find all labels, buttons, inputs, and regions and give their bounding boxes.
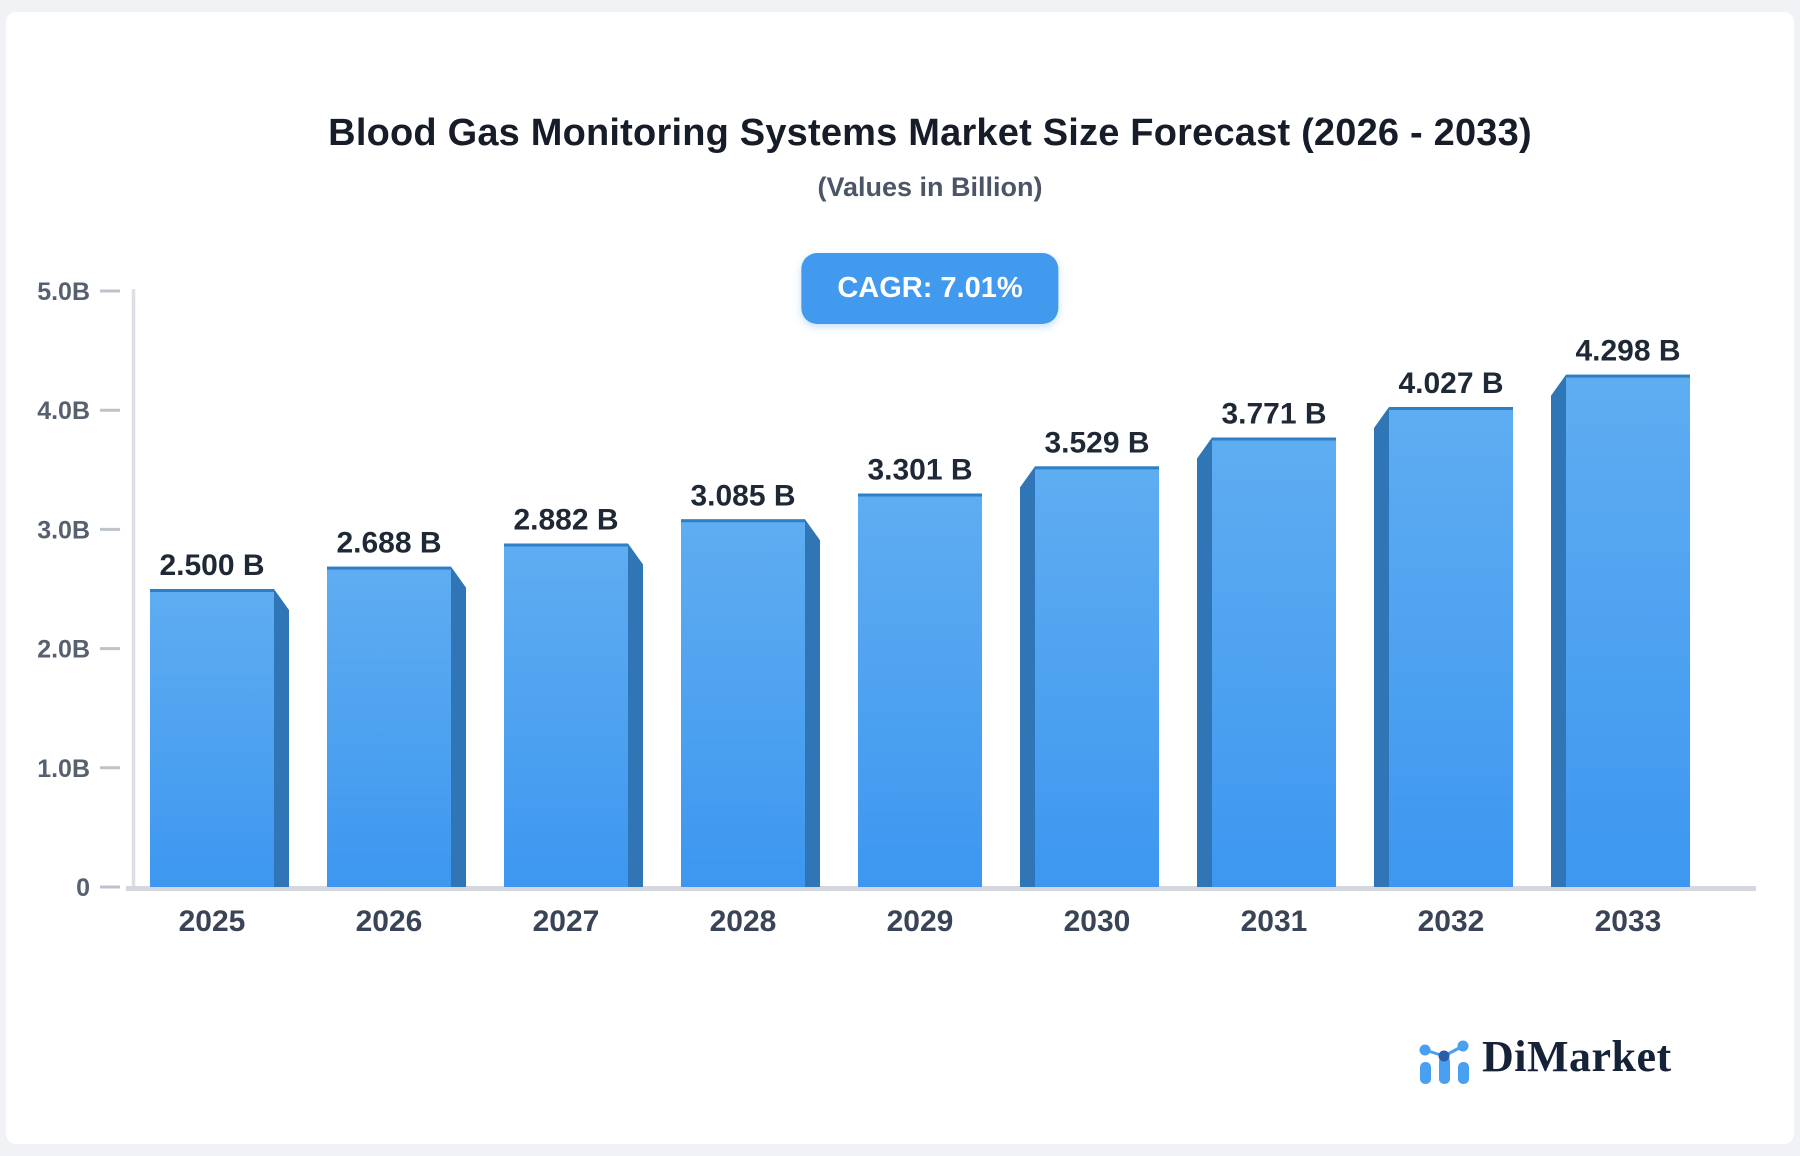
x-axis-label-2031: 2031 (1241, 905, 1308, 938)
bar-value-label-2032: 4.027 B (1398, 367, 1503, 400)
bar-2033 (1566, 374, 1690, 887)
bar-value-label-2027: 2.882 B (513, 503, 618, 536)
bar-value-label-2028: 3.085 B (690, 479, 795, 512)
y-tick-label: 0 (76, 874, 90, 902)
chart-subtitle: (Values in Billion) (817, 172, 1043, 202)
x-axis-label-2026: 2026 (356, 905, 423, 938)
bar-side-2028 (805, 519, 820, 887)
brand-logo: DiMarket (1416, 1026, 1672, 1086)
bar-side-2031 (1197, 437, 1212, 887)
bar-value-label-2033: 4.298 B (1575, 335, 1680, 368)
bar-2031 (1212, 437, 1336, 887)
x-axis-label-2028: 2028 (710, 905, 777, 938)
bar-side-2030 (1020, 466, 1035, 887)
bar-2032 (1389, 406, 1513, 887)
cagr-badge-label: CAGR: 7.01% (837, 272, 1023, 304)
x-axis-label-2027: 2027 (533, 905, 600, 938)
y-tick-label: 1.0B (37, 755, 90, 783)
bar-value-label-2031: 3.771 B (1221, 397, 1326, 430)
bar-value-label-2030: 3.529 B (1044, 426, 1149, 459)
bar-2027 (504, 543, 628, 887)
y-tick-label: 2.0B (37, 636, 90, 664)
x-axis-label-2025: 2025 (179, 905, 246, 938)
bar-2025 (150, 589, 274, 887)
bar-value-label-2026: 2.688 B (336, 527, 441, 560)
y-tick-label: 5.0B (37, 278, 90, 306)
cagr-badge: CAGR: 7.01% (801, 253, 1059, 324)
bar-side-2026 (451, 566, 466, 887)
x-axis-label-2033: 2033 (1595, 905, 1662, 938)
x-axis-label-2032: 2032 (1418, 905, 1485, 938)
bar-2029 (858, 493, 982, 887)
bar-side-2033 (1551, 374, 1566, 887)
bar-chart-logo-icon (1419, 1040, 1469, 1084)
bar-side-2032 (1374, 406, 1389, 887)
x-axis-label-2029: 2029 (887, 905, 954, 938)
bar-value-label-2025: 2.500 B (159, 549, 264, 582)
x-axis-label-2030: 2030 (1064, 905, 1131, 938)
chart-title: Blood Gas Monitoring Systems Market Size… (328, 112, 1532, 154)
bar-2028 (681, 519, 805, 887)
y-tick-label: 3.0B (37, 516, 90, 544)
bar-value-label-2029: 3.301 B (867, 454, 972, 487)
bar-2030 (1035, 466, 1159, 887)
y-tick-label: 4.0B (37, 397, 90, 425)
brand-name: DiMarket (1482, 1031, 1672, 1081)
bar-2026 (327, 566, 451, 887)
bar-side-2027 (628, 543, 643, 887)
bar-side-2025 (274, 589, 289, 887)
